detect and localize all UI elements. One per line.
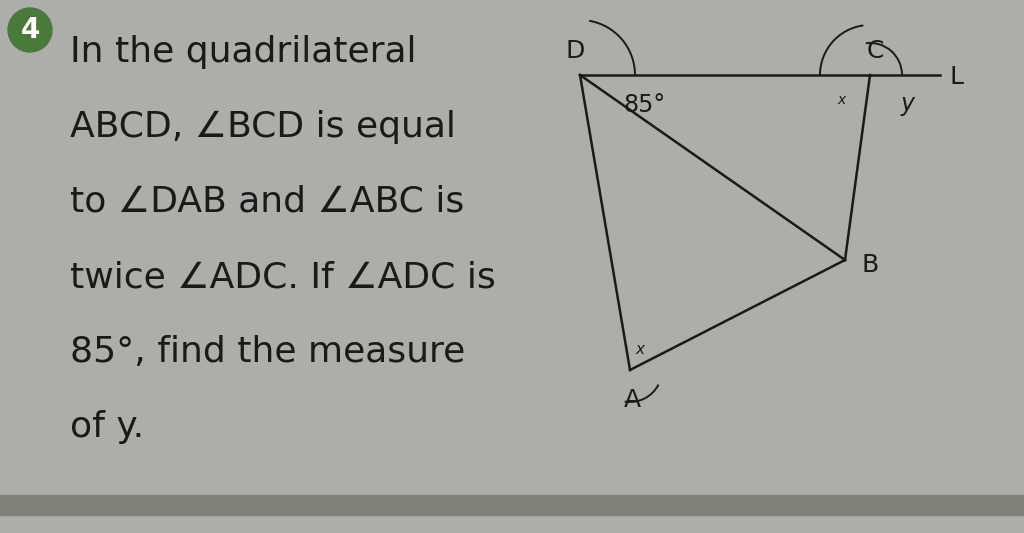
Text: x: x (636, 343, 644, 358)
Bar (0, 495, 1024, 515)
Text: twice ∠ADC. If ∠ADC is: twice ∠ADC. If ∠ADC is (70, 260, 496, 294)
Text: 85°, find the measure: 85°, find the measure (70, 335, 465, 369)
Text: D: D (565, 39, 585, 63)
Text: 85°: 85° (624, 93, 666, 117)
Text: x: x (838, 93, 846, 107)
Text: ABCD, ∠BCD is equal: ABCD, ∠BCD is equal (70, 110, 456, 144)
Text: of y.: of y. (70, 410, 144, 444)
Text: A: A (624, 388, 641, 412)
Text: B: B (861, 253, 879, 277)
Text: In the quadrilateral: In the quadrilateral (70, 35, 417, 69)
Text: C: C (866, 39, 884, 63)
Text: to ∠DAB and ∠ABC is: to ∠DAB and ∠ABC is (70, 185, 464, 219)
Text: 4: 4 (20, 16, 40, 44)
Circle shape (8, 8, 52, 52)
Text: L: L (950, 65, 964, 89)
Text: y: y (900, 92, 914, 116)
